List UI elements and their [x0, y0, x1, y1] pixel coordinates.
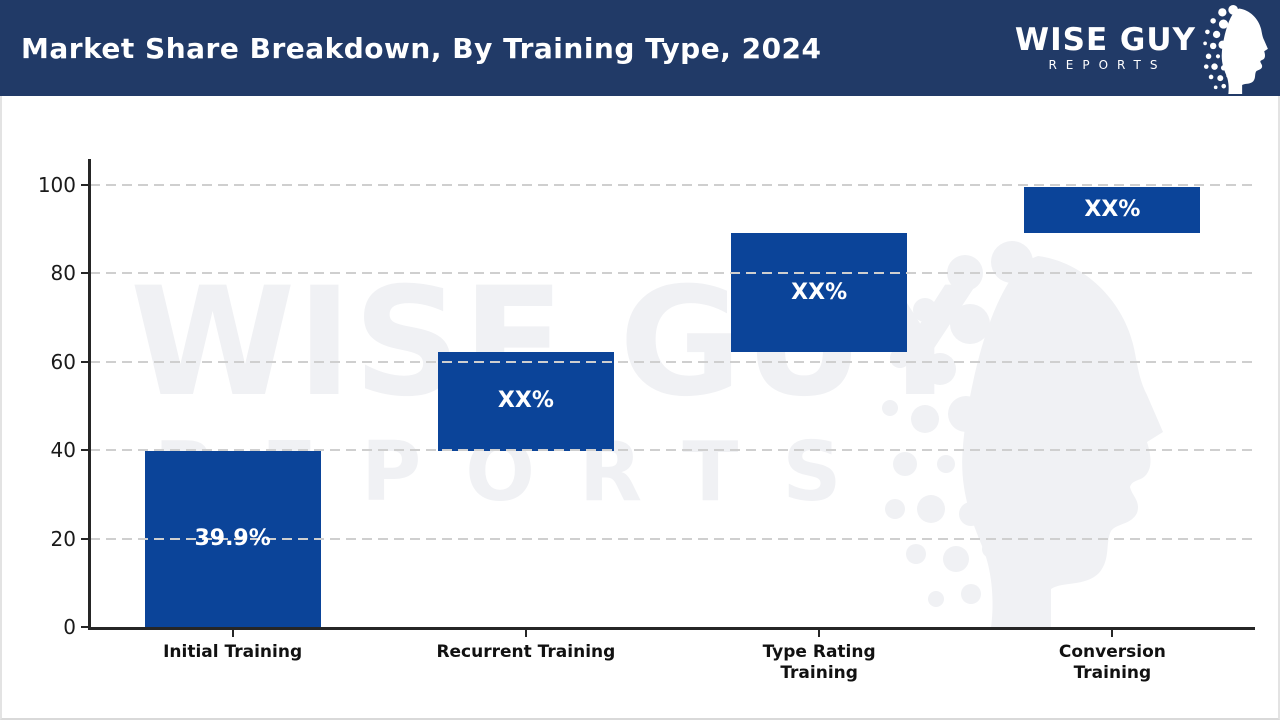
gridline	[90, 449, 1255, 452]
y-tick-label: 60	[50, 349, 76, 374]
y-tick-mark	[81, 537, 90, 540]
brand-name: WISE GUY	[1014, 22, 1196, 58]
brand-logo-text: WISE GUY REPORTS	[1014, 22, 1196, 72]
y-axis-line	[88, 159, 91, 629]
brand-logo: WISE GUY REPORTS	[1015, 0, 1272, 96]
x-tick-mark	[231, 629, 234, 637]
header-bar: Market Share Breakdown, By Training Type…	[0, 0, 1280, 96]
gridline	[90, 184, 1255, 186]
y-tick-label: 80	[50, 261, 76, 286]
y-tick-mark	[81, 360, 90, 363]
chart-canvas: WISE GUY REPORTS 39.9% XX% XX% XX% 0 20 40 60 8…	[0, 96, 1280, 720]
page-title: Market Share Breakdown, By Training Type…	[21, 31, 822, 65]
y-tick-mark	[81, 272, 90, 275]
x-tick-mark	[1111, 629, 1114, 637]
x-tick-mark	[818, 629, 821, 637]
x-tick-mark	[524, 629, 527, 637]
x-category-label: Recurrent Training	[436, 642, 616, 662]
watermark-face-icon	[870, 228, 1170, 628]
y-tick-label: 100	[37, 173, 76, 197]
gridline	[90, 272, 1255, 275]
brand-subtitle: REPORTS	[1048, 58, 1167, 72]
y-tick-label: 0	[63, 615, 76, 639]
bar-segment	[437, 352, 614, 451]
bar-value-label: 39.9%	[194, 525, 271, 551]
bar-value-label: XX%	[791, 279, 848, 305]
brand-face-icon	[1198, 2, 1272, 94]
y-tick-label: 20	[50, 526, 76, 551]
bar-segment	[731, 233, 908, 353]
y-tick-mark	[81, 626, 90, 628]
y-tick-mark	[81, 184, 90, 186]
gridline	[90, 360, 1255, 363]
bar-value-label: XX%	[1084, 197, 1141, 223]
x-category-label: Initial Training	[163, 642, 303, 662]
y-tick-mark	[81, 449, 90, 452]
x-category-label: Conversion Training	[1058, 642, 1166, 683]
gridline	[90, 537, 1255, 540]
x-axis-line	[88, 627, 1255, 630]
bar-segment	[1024, 187, 1201, 234]
bar-value-label: XX%	[497, 388, 554, 414]
y-tick-label: 40	[50, 438, 76, 463]
x-category-label: Type Rating Training	[762, 642, 876, 683]
